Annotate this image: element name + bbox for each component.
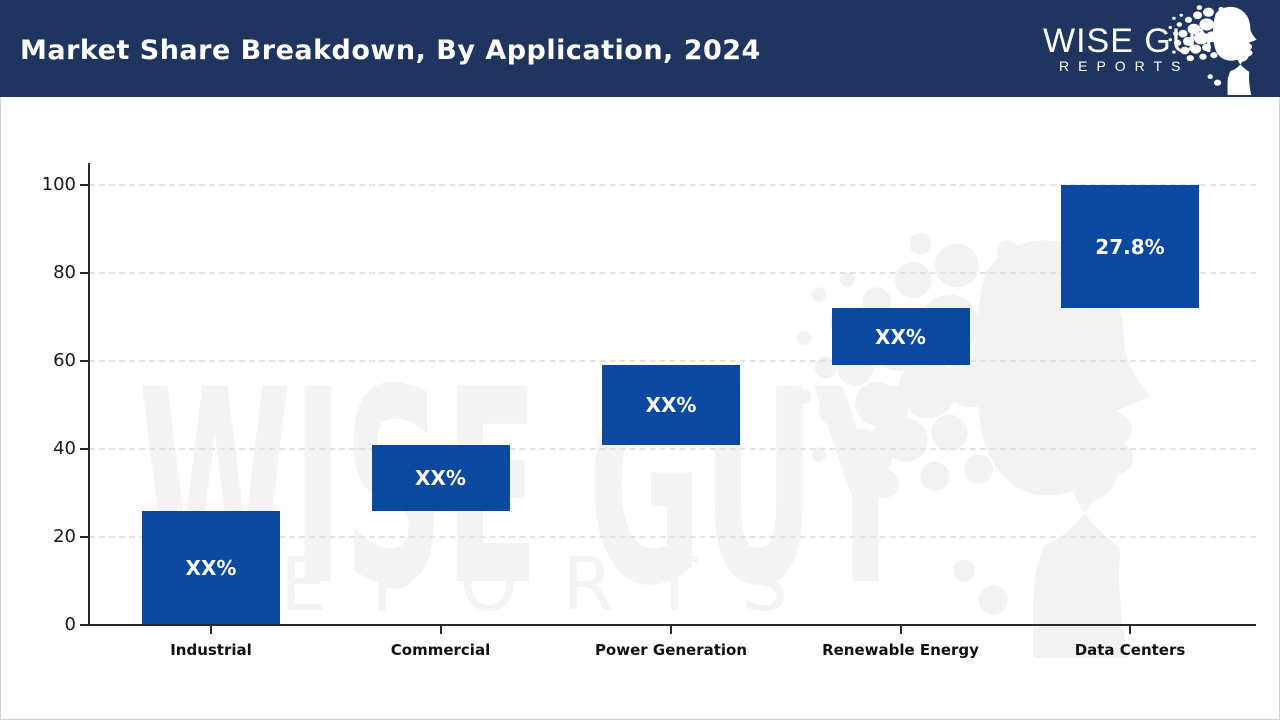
bar-value-label: XX%: [875, 324, 926, 349]
bar-power-generation: XX%: [602, 365, 740, 445]
y-tick-label-0: 0: [64, 614, 76, 635]
x-tick-mark-3: [899, 626, 902, 634]
x-category-label-0: Industrial: [170, 641, 252, 659]
x-axis-line: [87, 624, 1256, 626]
y-tick-mark-100: [80, 184, 88, 186]
bar-industrial: XX%: [142, 510, 280, 625]
header-band: Market Share Breakdown, By Application, …: [0, 0, 1280, 97]
x-tick-mark-1: [439, 626, 442, 634]
y-tick-label-40: 40: [53, 438, 76, 459]
bar-value-label: XX%: [185, 555, 237, 580]
x-category-label-3: Renewable Energy: [822, 641, 979, 659]
bar-commercial: XX%: [371, 444, 510, 511]
gridline-80: [89, 272, 1256, 274]
y-tick-label-60: 60: [53, 350, 76, 371]
y-tick-mark-0: [80, 624, 88, 626]
x-tick-mark-2: [670, 626, 672, 634]
y-tick-label-20: 20: [53, 526, 76, 547]
wise-guy-logo-subtext: REPORTS: [1059, 58, 1190, 74]
gridline-20: [89, 536, 1256, 538]
x-category-label-1: Commercial: [390, 641, 491, 659]
gridline-40: [89, 448, 1256, 450]
wise-guy-head-icon: [1168, 5, 1257, 95]
y-tick-mark-60: [80, 360, 88, 362]
page-title: Market Share Breakdown, By Application, …: [20, 35, 761, 66]
y-axis-line: [88, 163, 90, 626]
bar-value-label: XX%: [645, 392, 697, 417]
bar-renewable-energy: XX%: [831, 308, 970, 366]
gridline-60: [89, 360, 1256, 362]
y-tick-mark-40: [80, 448, 88, 450]
y-tick-label-80: 80: [53, 262, 76, 283]
gridline-100: [89, 184, 1256, 186]
y-tick-label-100: 100: [41, 174, 76, 195]
x-tick-mark-0: [210, 626, 212, 634]
y-tick-mark-80: [80, 272, 88, 274]
bar-value-label: XX%: [415, 465, 466, 490]
x-category-label-2: Power Generation: [594, 641, 748, 659]
x-category-label-4: Data Centers: [1074, 641, 1186, 659]
watermark-subtext: REPORTS: [185, 542, 833, 628]
x-tick-mark-4: [1129, 626, 1131, 634]
y-tick-mark-20: [80, 536, 88, 538]
bar-data-centers: 27.8%: [1061, 185, 1199, 309]
bar-value-label: 27.8%: [1095, 234, 1165, 259]
